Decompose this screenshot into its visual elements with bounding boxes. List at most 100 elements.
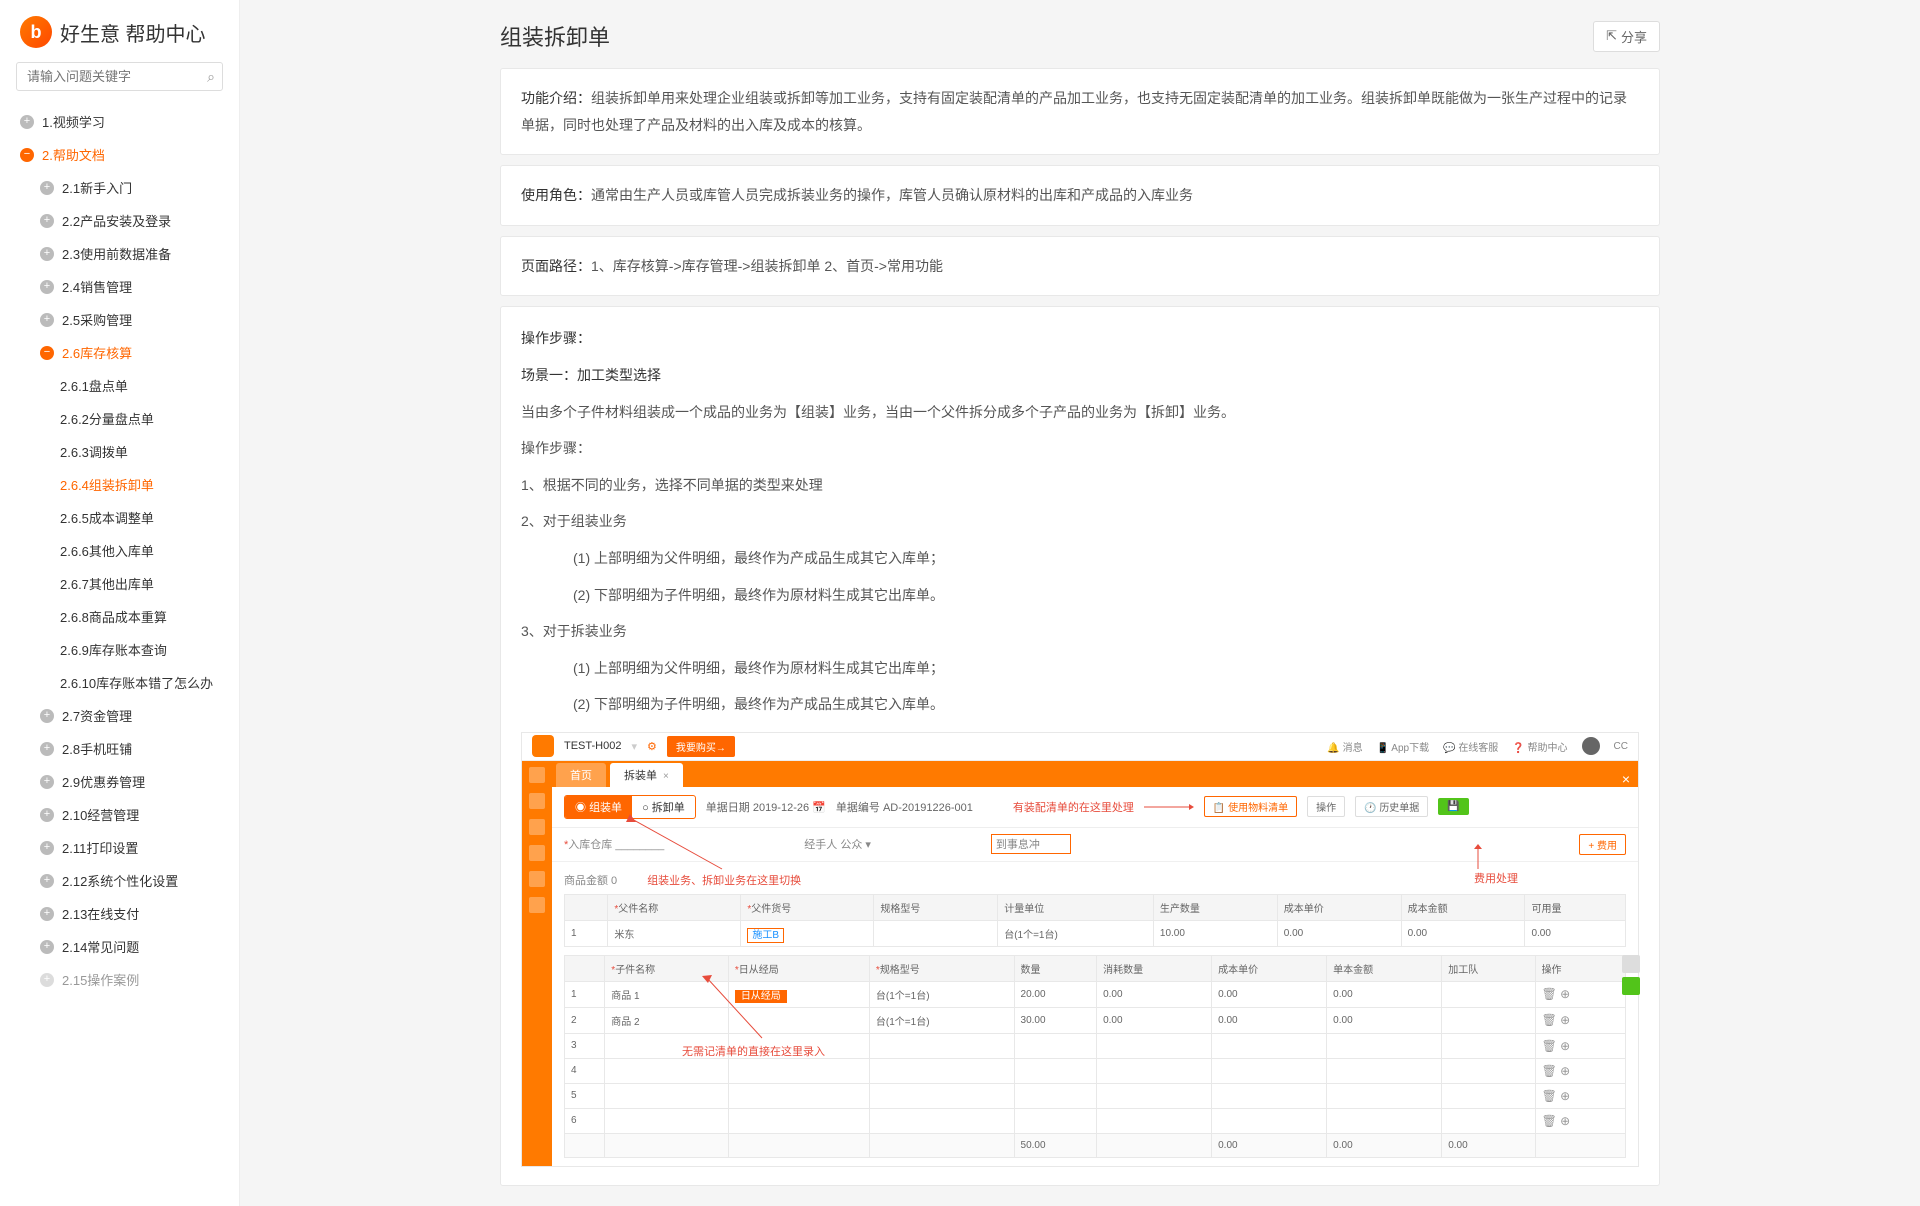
- steps-heading: 操作步骤：: [521, 325, 1639, 352]
- nav-docs[interactable]: −2.帮助文档: [0, 138, 239, 171]
- ss-top-item: App下载: [1391, 743, 1429, 754]
- ss-top-item: 帮助中心: [1528, 743, 1568, 754]
- path-label: 页面路径：: [521, 258, 591, 274]
- nav-2-14[interactable]: +2.14常见问题: [0, 930, 239, 963]
- nav-2-3[interactable]: +2.3使用前数据准备: [0, 237, 239, 270]
- ss-toolbar: ◉ 组装单 ○ 拆卸单 单据日期 2019-12-26 📅 单据编号 AD-20…: [552, 787, 1638, 828]
- nav-2-6-6[interactable]: 2.6.6其他入库单: [0, 534, 239, 567]
- expand-icon: +: [40, 181, 54, 195]
- ss-btn-list: 📋 使用物料清单: [1204, 796, 1297, 817]
- ss-annot-list: 有装配清单的在这里处理: [1013, 799, 1134, 815]
- ss-nav-icon: [529, 845, 545, 861]
- nav-label: 2.6.10库存账本错了怎么办: [60, 673, 213, 692]
- nav-2-6[interactable]: −2.6库存核算: [0, 336, 239, 369]
- nav-2-6-10[interactable]: 2.6.10库存账本错了怎么办: [0, 666, 239, 699]
- nav-2-12[interactable]: +2.12系统个性化设置: [0, 864, 239, 897]
- para: 2、对于组装业务: [521, 508, 1639, 535]
- nav-2-6-9[interactable]: 2.6.9库存账本查询: [0, 633, 239, 666]
- expand-icon: +: [40, 808, 54, 822]
- title-row: 组装拆卸单 ⇱分享: [500, 20, 1660, 52]
- nav-2-2[interactable]: +2.2产品安装及登录: [0, 204, 239, 237]
- expand-icon: +: [40, 709, 54, 723]
- collapse-icon: −: [40, 346, 54, 360]
- ss-top-right: 🔔 消息 📱 App下载 💬 在线客服 ❓ 帮助中心 CC: [1327, 737, 1628, 755]
- nav-label: 2.6.8商品成本重算: [60, 607, 167, 626]
- nav-2-8[interactable]: +2.8手机旺铺: [0, 732, 239, 765]
- ss-side-icon: [1622, 955, 1640, 973]
- ss-side-icon: [1622, 977, 1640, 995]
- ss-top-item: 消息: [1343, 743, 1363, 754]
- expand-icon: +: [40, 841, 54, 855]
- para: 操作步骤：: [521, 435, 1639, 462]
- expand-icon: +: [40, 313, 54, 327]
- nav-2-4[interactable]: +2.4销售管理: [0, 270, 239, 303]
- expand-icon: +: [40, 775, 54, 789]
- ss-tabs: 首页 拆装单× ×: [552, 761, 1638, 787]
- ss-left-nav: [522, 761, 552, 1166]
- search-icon[interactable]: ⌕: [207, 68, 215, 85]
- intro-text: 组装拆卸单用来处理企业组装或拆卸等加工业务，支持有固定装配清单的产品加工业务，也…: [521, 90, 1627, 133]
- nav-label: 2.6.5成本调整单: [60, 508, 154, 527]
- expand-icon: +: [40, 214, 54, 228]
- nav-label: 2.6.6其他入库单: [60, 541, 154, 560]
- search-box: ⌕: [16, 62, 223, 91]
- logo-row: b 好生意 帮助中心: [0, 16, 239, 62]
- para: (1) 上部明细为父件明细，最终作为原材料生成其它出库单；: [521, 655, 1639, 682]
- nav-2-9[interactable]: +2.9优惠券管理: [0, 765, 239, 798]
- ss-topbar: TEST-H002 ▾ ⚙ 我要购买→ 🔔 消息 📱 App下载 💬 在线客服 …: [522, 733, 1638, 761]
- nav-label: 2.7资金管理: [62, 706, 132, 725]
- ss-nav-icon: [529, 819, 545, 835]
- ss-code: 单据编号 AD-20191226-001: [836, 799, 973, 815]
- role-text: 通常由生产人员或库管人员完成拆装业务的操作，库管人员确认原材料的出库和产成品的入…: [591, 187, 1193, 203]
- nav-2-6-4[interactable]: 2.6.4组装拆卸单: [0, 468, 239, 501]
- nav-2-1[interactable]: +2.1新手入门: [0, 171, 239, 204]
- nav-2-6-5[interactable]: 2.6.5成本调整单: [0, 501, 239, 534]
- nav-2-6-1[interactable]: 2.6.1盘点单: [0, 369, 239, 402]
- para: 3、对于拆装业务: [521, 618, 1639, 645]
- nav-2-6-3[interactable]: 2.6.3调拨单: [0, 435, 239, 468]
- para: 当由多个子件材料组装成一个成品的业务为【组装】业务，当由一个父件拆分成多个子产品…: [521, 399, 1639, 426]
- nav-2-5[interactable]: +2.5采购管理: [0, 303, 239, 336]
- nav-label: 2.6.4组装拆卸单: [60, 475, 154, 494]
- intro-label: 功能介绍：: [521, 90, 591, 106]
- ss-top-item: 在线客服: [1458, 743, 1498, 754]
- expand-icon: +: [40, 874, 54, 888]
- nav-label: 2.6.9库存账本查询: [60, 640, 167, 659]
- search-input[interactable]: [16, 62, 223, 91]
- content-body: 操作步骤： 场景一：加工类型选择 当由多个子件材料组装成一个成品的业务为【组装】…: [500, 306, 1660, 1186]
- app-title: 好生意 帮助中心: [60, 18, 206, 47]
- intro-panel: 功能介绍：组装拆卸单用来处理企业组装或拆卸等加工业务，支持有固定装配清单的产品加…: [500, 68, 1660, 155]
- nav-2-6-8[interactable]: 2.6.8商品成本重算: [0, 600, 239, 633]
- nav-video[interactable]: +1.视频学习: [0, 105, 239, 138]
- role-panel: 使用角色：通常由生产人员或库管人员完成拆装业务的操作，库管人员确认原材料的出库和…: [500, 165, 1660, 226]
- nav-2-13[interactable]: +2.13在线支付: [0, 897, 239, 930]
- ss-nav-icon: [529, 793, 545, 809]
- collapse-icon: −: [20, 148, 34, 162]
- sidebar: b 好生意 帮助中心 ⌕ +1.视频学习 −2.帮助文档 +2.1新手入门 +2…: [0, 0, 240, 1206]
- expand-icon: +: [40, 247, 54, 261]
- nav-label: 2.10经营管理: [62, 805, 139, 824]
- ss-parent-table: *父件名称*父件货号规格型号计量单位生产数量成本单价成本金额可用量 1米东施工B…: [552, 894, 1638, 955]
- ss-date: 单据日期 2019-12-26 📅: [706, 799, 826, 815]
- expand-icon: +: [20, 115, 34, 129]
- ss-radio-split: ○ 拆卸单: [632, 796, 695, 818]
- nav-label: 2.6.3调拨单: [60, 442, 128, 461]
- ss-nav-icon: [529, 871, 545, 887]
- nav-label: 2.12系统个性化设置: [62, 871, 178, 890]
- ss-annot-switch: 组装业务、拆卸业务在这里切换: [647, 872, 801, 888]
- ss-nav-icon: [529, 897, 545, 913]
- nav-2-10[interactable]: +2.10经营管理: [0, 798, 239, 831]
- nav-2-6-7[interactable]: 2.6.7其他出库单: [0, 567, 239, 600]
- nav-2-11[interactable]: +2.11打印设置: [0, 831, 239, 864]
- nav-2-15[interactable]: +2.15操作案例: [0, 963, 239, 996]
- share-button[interactable]: ⇱分享: [1593, 21, 1660, 52]
- ss-user: CC: [1614, 741, 1628, 752]
- ss-type-radio: ◉ 组装单 ○ 拆卸单: [564, 795, 696, 819]
- ss-tab-active: 拆装单×: [610, 763, 683, 787]
- page-title: 组装拆卸单: [500, 20, 610, 52]
- nav-label: 1.视频学习: [42, 112, 105, 131]
- nav-2-6-2[interactable]: 2.6.2分量盘点单: [0, 402, 239, 435]
- ss-avatar-icon: [1582, 737, 1600, 755]
- nav-2-7[interactable]: +2.7资金管理: [0, 699, 239, 732]
- ss-row3: 商品金额 0 组装业务、拆卸业务在这里切换 费用处理: [552, 862, 1638, 894]
